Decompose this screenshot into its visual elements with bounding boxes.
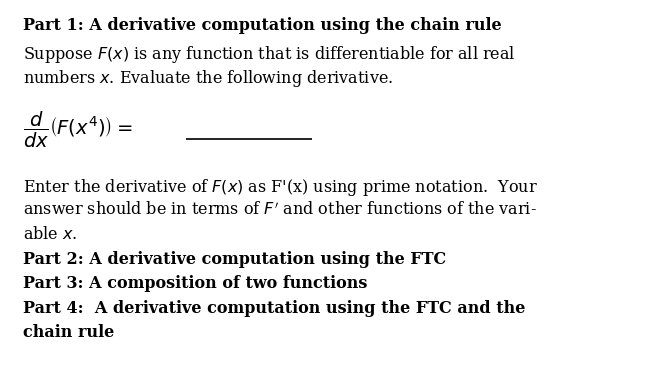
Text: numbers $x$. Evaluate the following derivative.: numbers $x$. Evaluate the following deri… xyxy=(23,68,393,89)
Text: Part 2: A derivative computation using the FTC: Part 2: A derivative computation using t… xyxy=(23,251,446,268)
Text: answer should be in terms of $F'$ and other functions of the vari-: answer should be in terms of $F'$ and ot… xyxy=(23,202,536,219)
Text: Part 3: A composition of two functions: Part 3: A composition of two functions xyxy=(23,275,367,292)
Text: able $x$.: able $x$. xyxy=(23,226,77,243)
Text: Suppose $F(x)$ is any function that is differentiable for all real: Suppose $F(x)$ is any function that is d… xyxy=(23,44,515,65)
Text: $\dfrac{d}{dx}\left(F(x^4)\right) = $: $\dfrac{d}{dx}\left(F(x^4)\right) = $ xyxy=(23,110,132,150)
Text: Enter the derivative of $F(x)$ as F'(x) using prime notation.  Your: Enter the derivative of $F(x)$ as F'(x) … xyxy=(23,177,538,198)
Text: chain rule: chain rule xyxy=(23,324,114,341)
Text: Part 4:  A derivative computation using the FTC and the: Part 4: A derivative computation using t… xyxy=(23,300,525,317)
Text: Part 1: A derivative computation using the chain rule: Part 1: A derivative computation using t… xyxy=(23,17,501,34)
